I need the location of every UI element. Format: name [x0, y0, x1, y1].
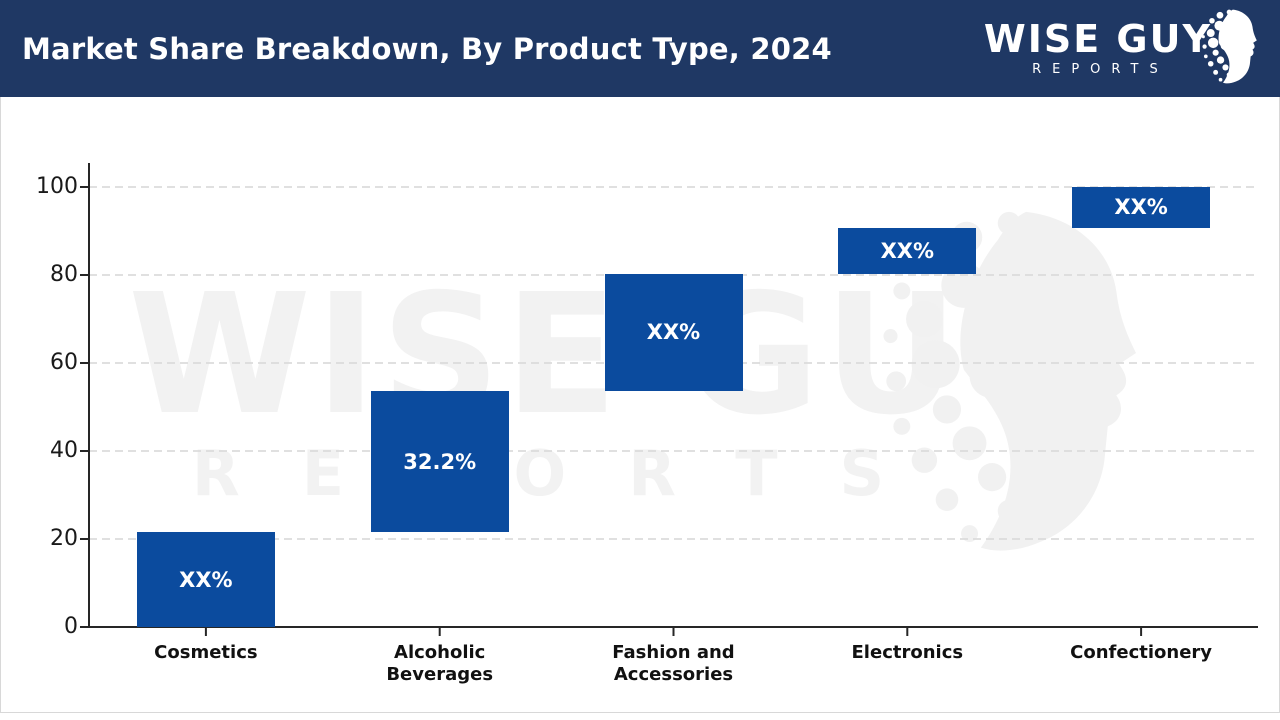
y-tick-label-80: 80	[50, 262, 78, 287]
watermark-reports: REPORTS	[192, 437, 947, 510]
bar-alcoholic	[370, 390, 509, 533]
y-tick-label-0: 0	[64, 614, 78, 639]
y-tick-label-100: 100	[36, 174, 78, 199]
bar-confectionery	[1072, 187, 1211, 228]
wise-guy-reports-logo: WISE GUY REPORTS	[984, 6, 1270, 92]
bar-electronics	[838, 227, 977, 274]
bar-value-label-electronics: XX%	[880, 238, 935, 263]
bar-value-label-confectionery: XX%	[1114, 195, 1168, 220]
category-label-electronics: Electronics	[851, 642, 964, 663]
bar-value-label-fashion-and: XX%	[646, 320, 701, 345]
page-title: Market Share Breakdown, By Product Type,…	[22, 31, 832, 66]
header-bar: Market Share Breakdown, By Product Type,…	[0, 0, 1280, 97]
logo-wordmark: WISE GUY REPORTS	[984, 20, 1212, 77]
y-tick-label-60: 60	[50, 350, 78, 375]
y-tick-label-20: 20	[50, 526, 78, 551]
chart-axes	[80, 163, 1258, 636]
logo-wise-guy-label: WISE GUY	[983, 17, 1212, 61]
category-label-fashion-and: Fashion and Accessories	[612, 642, 735, 685]
bar-value-label-alcoholic: 32.2%	[403, 449, 477, 474]
logo-reports-label: REPORTS	[1032, 62, 1169, 77]
y-tick-label-40: 40	[50, 438, 78, 463]
category-label-cosmetics: Cosmetics	[154, 642, 258, 663]
bar-fashion-and	[604, 273, 743, 391]
bar-value-label-cosmetics: XX%	[179, 567, 233, 592]
category-label-alcoholic: Alcoholic Beverages	[386, 642, 494, 685]
bar-cosmetics	[136, 532, 275, 627]
plot-area: WISE GUY REPORTS 0 20 40 60 80 100 Cosmetics XX…	[0, 97, 1280, 720]
category-label-confectionery: Confectionery	[1070, 642, 1213, 663]
